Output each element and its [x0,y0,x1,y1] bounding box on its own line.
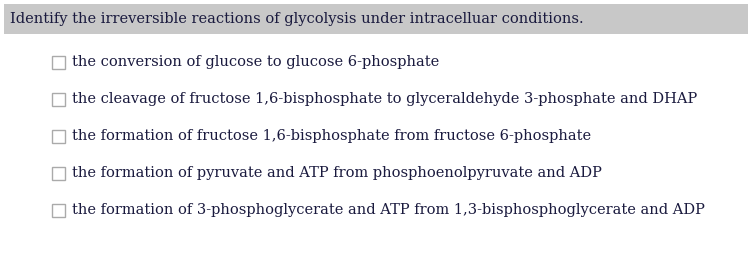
Text: the formation of fructose 1,6-bisphosphate from fructose 6-phosphate: the formation of fructose 1,6-bisphospha… [72,129,591,143]
FancyBboxPatch shape [4,4,748,34]
Text: Identify the irreversible reactions of glycolysis under intracelluar conditions.: Identify the irreversible reactions of g… [10,12,584,26]
Text: the formation of 3-phosphoglycerate and ATP from 1,3-bisphosphoglycerate and ADP: the formation of 3-phosphoglycerate and … [72,203,705,217]
Text: the formation of pyruvate and ATP from phosphoenolpyruvate and ADP: the formation of pyruvate and ATP from p… [72,166,602,180]
FancyBboxPatch shape [52,167,65,179]
FancyBboxPatch shape [52,204,65,216]
FancyBboxPatch shape [52,56,65,69]
FancyBboxPatch shape [52,93,65,106]
Text: the cleavage of fructose 1,6-bisphosphate to glyceraldehyde 3-phosphate and DHAP: the cleavage of fructose 1,6-bisphosphat… [72,92,697,106]
FancyBboxPatch shape [52,130,65,142]
Text: the conversion of glucose to glucose 6-phosphate: the conversion of glucose to glucose 6-p… [72,55,439,69]
